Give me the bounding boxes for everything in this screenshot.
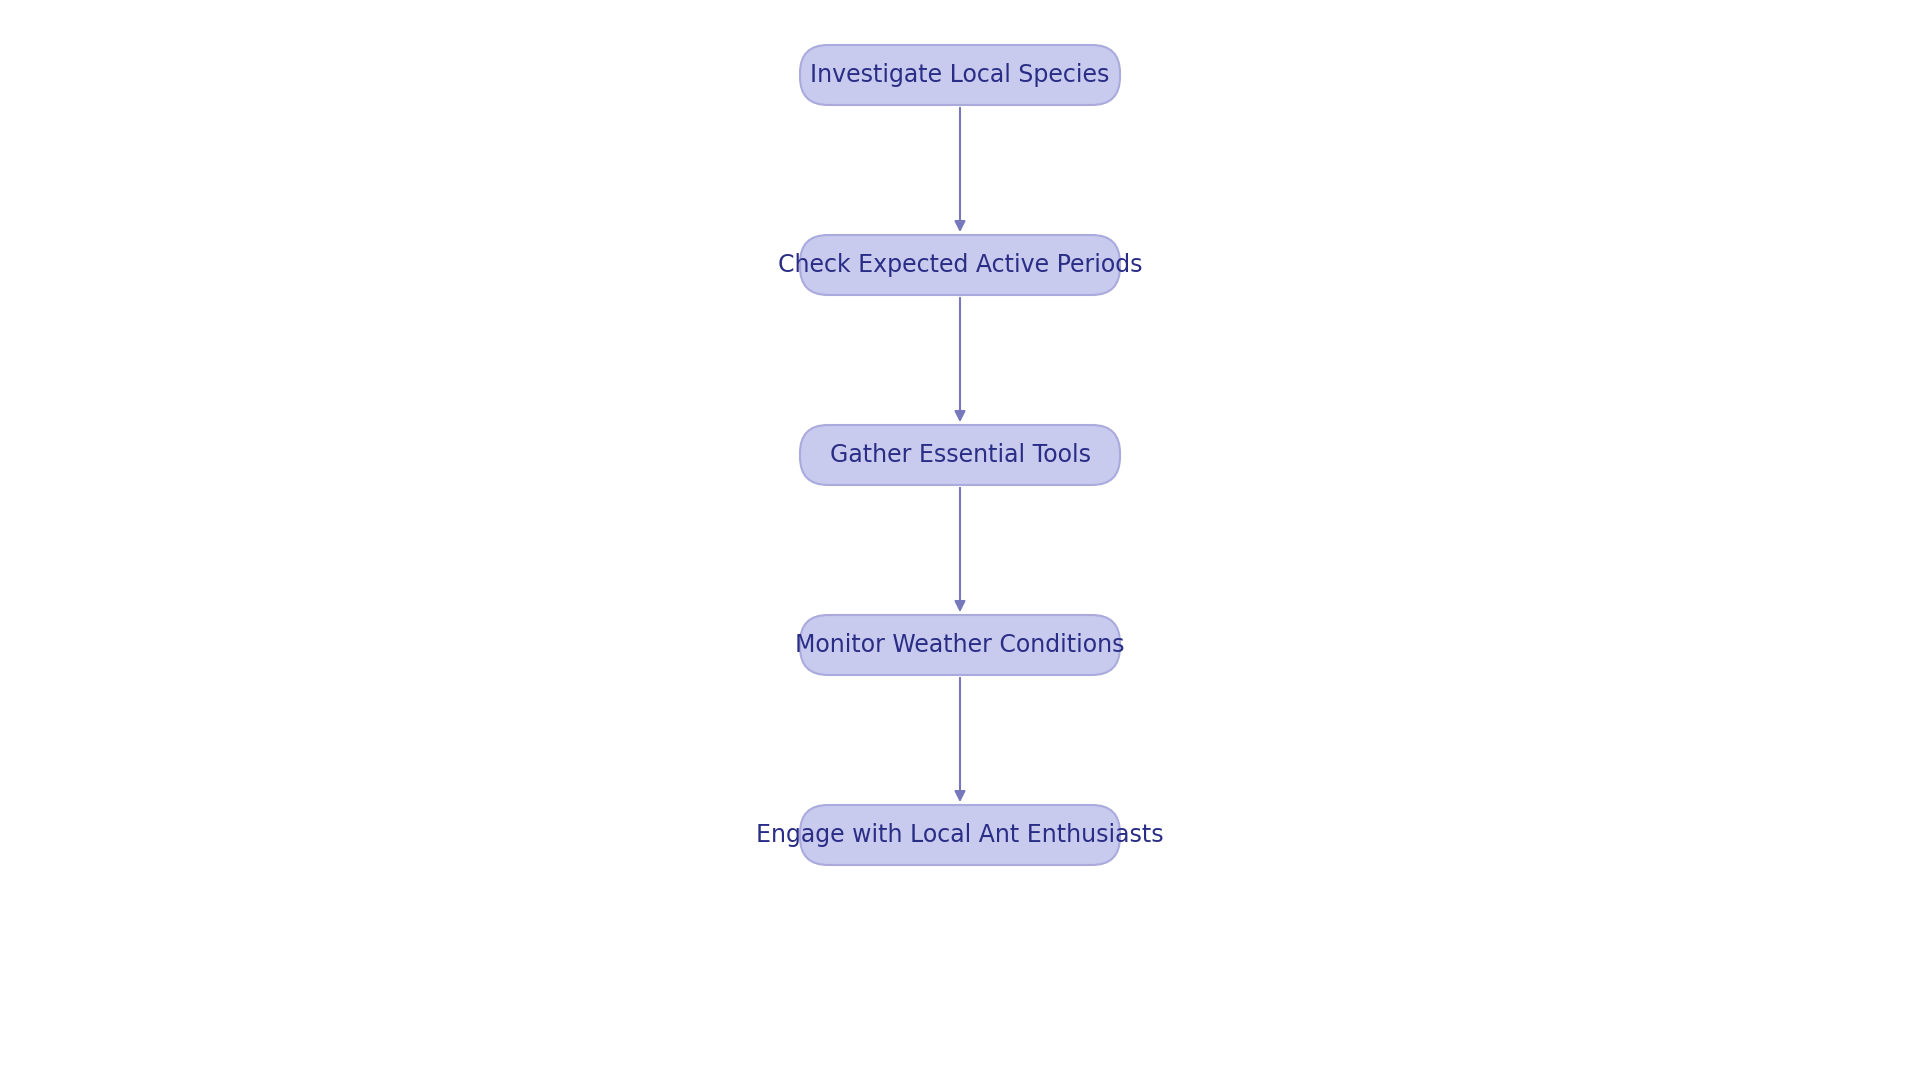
FancyBboxPatch shape: [801, 235, 1119, 295]
FancyBboxPatch shape: [801, 805, 1119, 865]
Text: Gather Essential Tools: Gather Essential Tools: [829, 443, 1091, 467]
Text: Check Expected Active Periods: Check Expected Active Periods: [778, 253, 1142, 277]
FancyBboxPatch shape: [801, 615, 1119, 675]
Text: Monitor Weather Conditions: Monitor Weather Conditions: [795, 632, 1125, 657]
Text: Investigate Local Species: Investigate Local Species: [810, 63, 1110, 87]
FancyBboxPatch shape: [801, 45, 1119, 105]
FancyBboxPatch shape: [801, 425, 1119, 485]
Text: Engage with Local Ant Enthusiasts: Engage with Local Ant Enthusiasts: [756, 823, 1164, 847]
